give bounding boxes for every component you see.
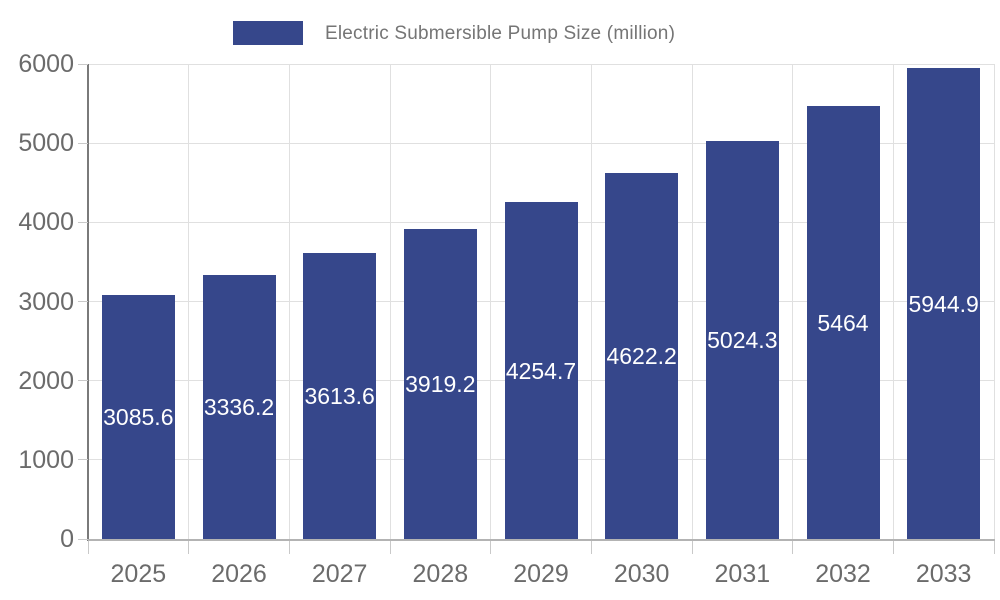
y-axis-tick-mark xyxy=(78,538,88,540)
bar: 4622.2 xyxy=(605,173,679,539)
bar-value-label: 3085.6 xyxy=(103,403,174,430)
bar: 3085.6 xyxy=(101,294,175,539)
y-axis-tick-mark xyxy=(78,142,88,144)
bar-value-label: 4622.2 xyxy=(606,343,677,370)
gridline-vertical xyxy=(792,64,794,539)
y-axis-tick-mark xyxy=(78,380,88,382)
x-axis-tick-label: 2031 xyxy=(714,560,771,588)
x-axis-tick-mark xyxy=(490,541,492,554)
bar: 5944.9 xyxy=(907,68,981,539)
gridline-vertical xyxy=(691,64,693,539)
bar-value-label: 3336.2 xyxy=(203,393,275,420)
x-axis-tick-mark xyxy=(892,541,894,554)
y-axis-tick-label: 1000 xyxy=(18,445,74,474)
bar: 3919.2 xyxy=(403,228,477,539)
y-axis-tick-label: 3000 xyxy=(18,287,74,316)
y-axis-line xyxy=(87,64,89,541)
x-axis-tick-label: 2025 xyxy=(110,560,167,588)
x-axis-tick-mark xyxy=(188,541,190,554)
x-axis-tick-mark xyxy=(590,541,592,554)
gridline-vertical xyxy=(389,64,391,539)
y-axis-tick-mark xyxy=(78,459,88,461)
bar: 5024.3 xyxy=(705,141,779,539)
bar-value-label: 4254.7 xyxy=(505,357,577,384)
gridline-vertical xyxy=(188,64,190,539)
x-axis-tick-mark xyxy=(87,541,89,554)
y-axis-tick-label: 6000 xyxy=(18,50,74,78)
plot-area: 3085.6 3336.2 3613.6 3919.2 4254.7 4622.2 5024… xyxy=(88,63,995,539)
y-axis-tick-label: 4000 xyxy=(18,208,74,237)
bar-value-label: 3919.2 xyxy=(405,370,476,397)
y-axis-tick-label: 2000 xyxy=(18,366,74,395)
bar: 3613.6 xyxy=(303,252,377,539)
x-axis-tick-mark xyxy=(993,541,995,554)
y-axis-tick-label: 5000 xyxy=(18,129,74,158)
gridline-vertical xyxy=(490,64,492,539)
y-axis-tick-label: 0 xyxy=(60,525,74,553)
gridline-horizontal xyxy=(88,142,994,144)
gridline-horizontal xyxy=(88,63,994,65)
x-axis-tick-label: 2032 xyxy=(815,560,871,588)
x-axis-line xyxy=(88,539,995,541)
gridline-vertical xyxy=(590,64,592,539)
x-axis-tick-label: 2026 xyxy=(211,560,267,588)
x-axis-tick-mark xyxy=(691,541,693,554)
y-axis-tick-mark xyxy=(78,221,88,223)
y-axis-tick-mark xyxy=(78,301,88,302)
x-axis-tick-label: 2030 xyxy=(613,560,670,588)
gridline-vertical xyxy=(288,64,290,539)
legend-swatch xyxy=(233,21,303,45)
x-axis-tick-mark xyxy=(792,541,794,554)
bar: 5464 xyxy=(806,106,880,539)
x-axis-tick-label: 2027 xyxy=(311,560,368,588)
bar-value-label: 5464 xyxy=(817,309,869,336)
bar: 3336.2 xyxy=(202,274,276,539)
bar-value-label: 5944.9 xyxy=(908,290,979,317)
bar-value-label: 3613.6 xyxy=(304,382,375,409)
x-axis-tick-label: 2029 xyxy=(513,560,569,588)
bar-value-label: 5024.3 xyxy=(707,327,778,354)
x-axis-tick-mark xyxy=(288,541,290,554)
x-axis-tick-label: 2028 xyxy=(412,560,469,588)
gridline-vertical xyxy=(993,64,995,539)
x-axis-tick-mark xyxy=(389,541,391,554)
bar: 4254.7 xyxy=(504,202,578,539)
x-axis-tick-label: 2033 xyxy=(915,560,972,588)
legend-label: Electric Submersible Pump Size (million) xyxy=(325,23,676,44)
y-axis-tick-mark xyxy=(78,63,88,65)
gridline-vertical xyxy=(892,64,894,539)
